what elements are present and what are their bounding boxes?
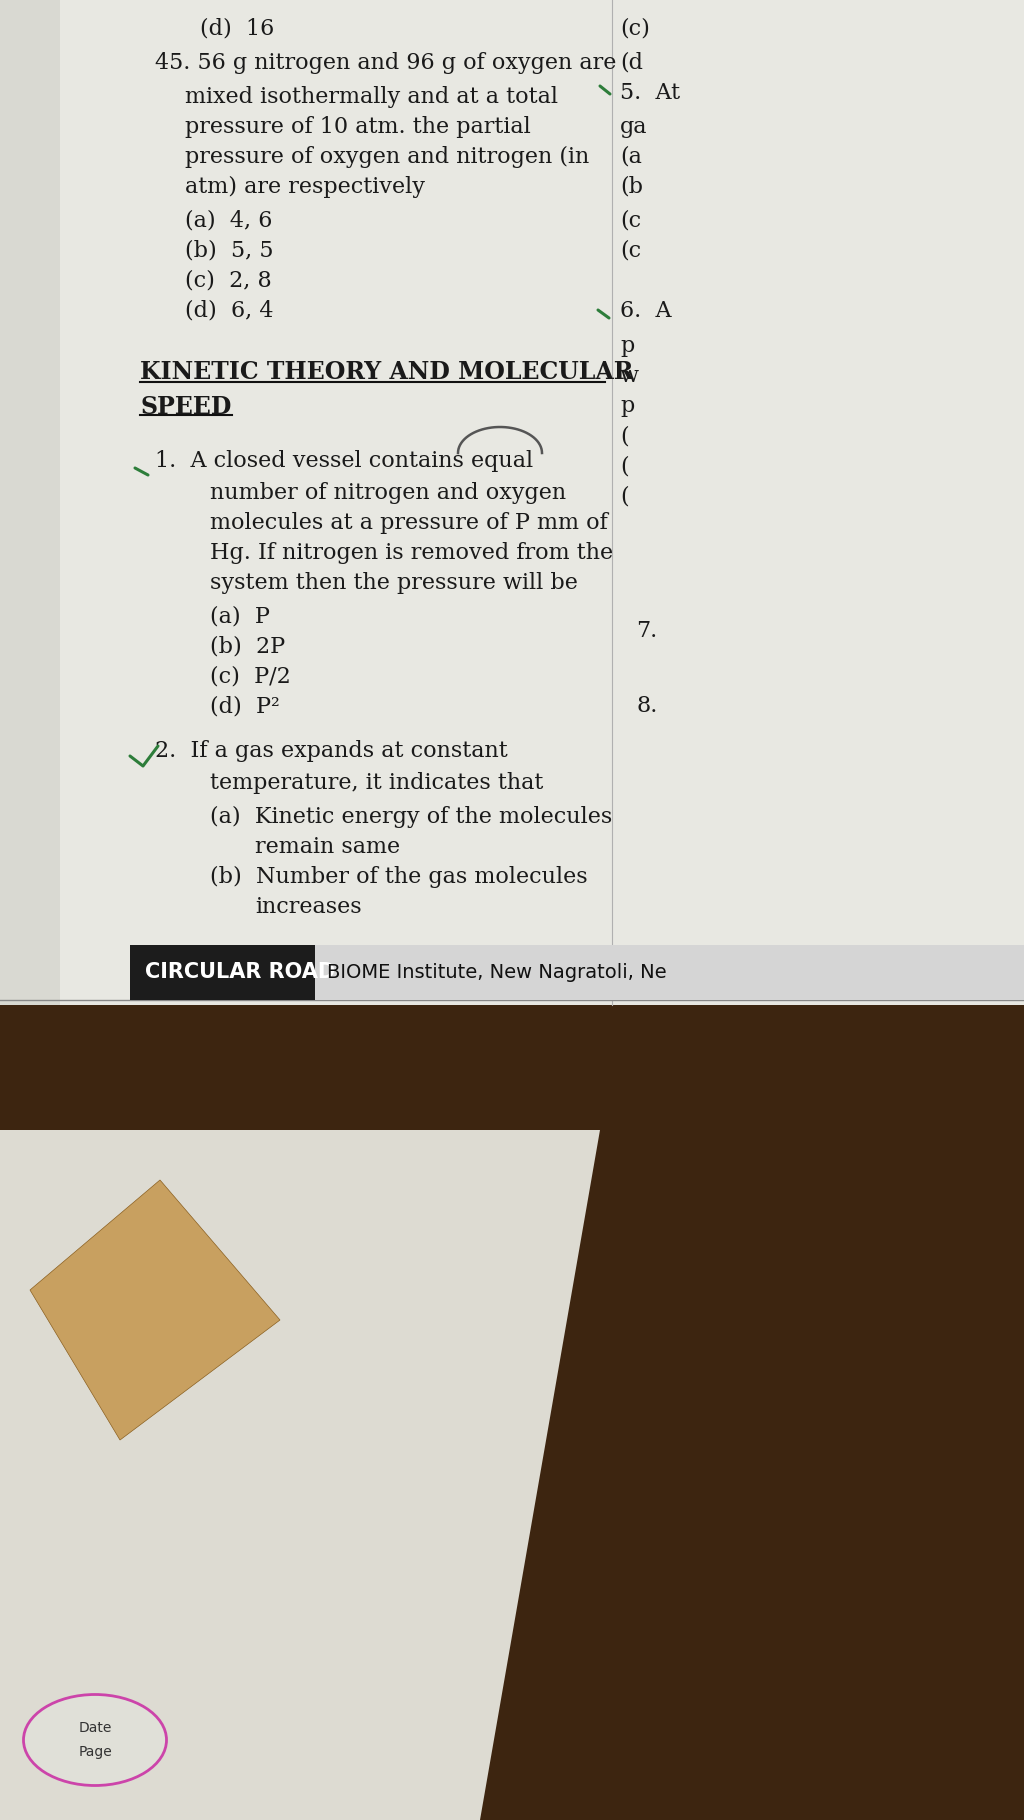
Text: (c: (c [620,209,641,231]
Text: 8.: 8. [636,695,657,717]
Text: (d: (d [620,53,643,75]
Text: Page: Page [78,1745,112,1758]
Text: molecules at a pressure of P mm of: molecules at a pressure of P mm of [210,511,608,533]
Text: atm) are respectively: atm) are respectively [185,177,425,198]
Text: (b)  5, 5: (b) 5, 5 [185,240,273,262]
Text: 5.  At: 5. At [620,82,680,104]
Text: (a)  4, 6: (a) 4, 6 [185,209,272,231]
Text: (a)  Kinetic energy of the molecules: (a) Kinetic energy of the molecules [210,806,612,828]
Text: Date: Date [78,1722,112,1734]
Text: Hg. If nitrogen is removed from the: Hg. If nitrogen is removed from the [210,542,613,564]
Text: p: p [620,335,634,357]
Text: system then the pressure will be: system then the pressure will be [210,571,578,593]
Text: ga: ga [620,116,647,138]
Text: (: ( [620,426,629,448]
Text: remain same: remain same [255,835,400,857]
Text: 45. 56 g nitrogen and 96 g of oxygen are: 45. 56 g nitrogen and 96 g of oxygen are [155,53,616,75]
Text: number of nitrogen and oxygen: number of nitrogen and oxygen [210,482,566,504]
Text: (d)  6, 4: (d) 6, 4 [185,300,273,322]
Text: (b)  2P: (b) 2P [210,635,285,659]
Text: (c)  P/2: (c) P/2 [210,666,291,688]
Text: (c): (c) [620,18,650,40]
Text: 6.  A: 6. A [620,300,672,322]
Text: p: p [620,395,634,417]
Bar [315,945,1024,999]
Ellipse shape [24,1694,167,1785]
Text: temperature, it indicates that: temperature, it indicates that [210,772,544,794]
Text: (d)  16: (d) 16 [200,18,274,40]
Text: 1.  A closed vessel contains equal: 1. A closed vessel contains equal [155,450,534,471]
Text: BIOME Institute, New Nagratoli, Ne: BIOME Institute, New Nagratoli, Ne [327,963,667,983]
Text: (b)  Number of the gas molecules: (b) Number of the gas molecules [210,866,588,888]
Bar [0,1010,1024,1820]
Text: KINETIC THEORY AND MOLECULAR: KINETIC THEORY AND MOLECULAR [140,360,634,384]
Polygon shape [30,1179,280,1440]
Bar [130,945,315,999]
Text: (c)  2, 8: (c) 2, 8 [185,269,271,291]
Text: 2.  If a gas expands at constant: 2. If a gas expands at constant [155,741,508,763]
Text: (: ( [620,455,629,477]
Text: (d)  P²: (d) P² [210,695,280,719]
Text: CIRCULAR ROAD: CIRCULAR ROAD [145,963,335,983]
Bar [0,0,1024,1005]
Text: w: w [620,366,639,388]
Text: mixed isothermally and at a total: mixed isothermally and at a total [185,86,558,107]
Text: (a: (a [620,146,642,167]
Text: increases: increases [255,895,361,917]
Text: SPEED: SPEED [140,395,231,419]
Text: pressure of oxygen and nitrogen (in: pressure of oxygen and nitrogen (in [185,146,589,167]
Text: (a)  P: (a) P [210,606,270,628]
Text: (b: (b [620,177,643,198]
Bar [0,0,60,1005]
Text: pressure of 10 atm. the partial: pressure of 10 atm. the partial [185,116,530,138]
Text: 7.: 7. [636,621,657,642]
Polygon shape [0,1130,600,1820]
Text: (: ( [620,484,629,508]
Text: (c: (c [620,240,641,262]
